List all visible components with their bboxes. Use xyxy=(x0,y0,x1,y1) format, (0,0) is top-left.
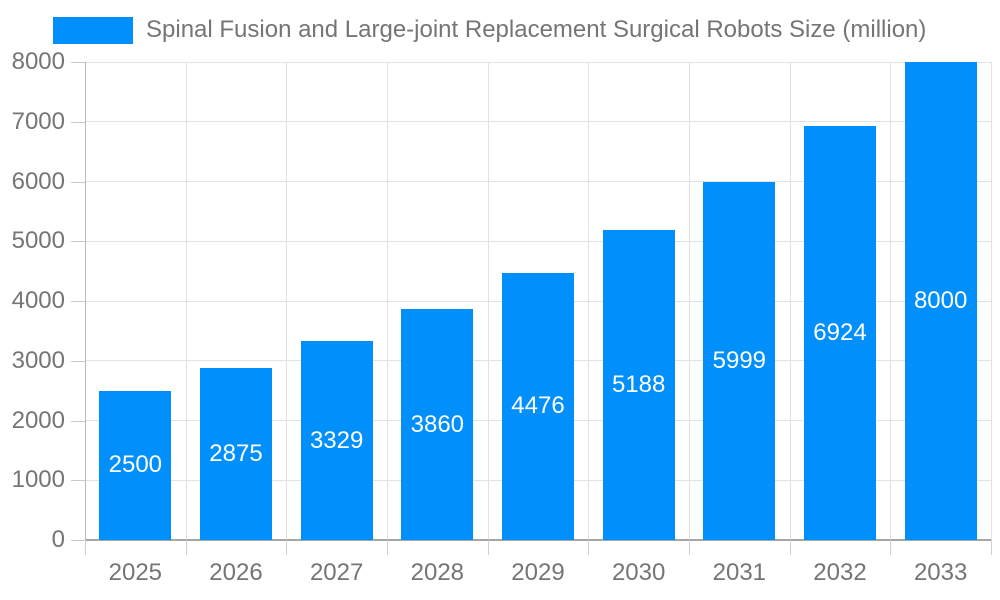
gridline-horizontal xyxy=(85,181,991,182)
gridline-horizontal xyxy=(85,121,991,123)
bar-2025[interactable] xyxy=(99,390,172,540)
x-axis-tick-label: 2025 xyxy=(108,559,163,586)
bar-2030[interactable] xyxy=(602,230,675,540)
x-axis-tick-label: 2026 xyxy=(209,559,263,586)
x-axis-tick-label: 2028 xyxy=(410,559,465,586)
gridline-vertical xyxy=(588,62,590,540)
y-axis-tick xyxy=(71,360,85,362)
y-axis-tick-label: 7000 xyxy=(11,107,65,135)
gridline-vertical xyxy=(689,62,690,540)
y-axis-tick xyxy=(71,301,85,302)
gridline-vertical xyxy=(789,62,791,540)
legend-label: Spinal Fusion and Large-joint Replacemen… xyxy=(146,16,927,43)
x-axis-tick xyxy=(890,540,892,555)
x-axis-tick-label: 2032 xyxy=(813,559,867,586)
y-axis-tick xyxy=(71,480,85,482)
bar-2026[interactable] xyxy=(200,368,272,540)
x-axis-tick-label: 2033 xyxy=(913,559,968,586)
gridline-vertical xyxy=(991,62,992,540)
legend-swatch-icon xyxy=(53,16,133,44)
y-axis-tick-label: 0 xyxy=(51,526,65,553)
bar-value-label: 8000 xyxy=(913,287,968,314)
bar-value-label: 6924 xyxy=(813,319,867,347)
bar-2028[interactable] xyxy=(401,309,474,540)
bar-value-label: 2500 xyxy=(108,451,163,479)
x-axis-tick-label: 2030 xyxy=(611,559,666,586)
bar-value-label: 3860 xyxy=(410,410,465,438)
x-axis-tick xyxy=(387,540,388,555)
x-axis-tick xyxy=(487,540,489,555)
x-axis-tick-label: 2029 xyxy=(511,559,565,586)
gridline-vertical xyxy=(487,62,489,540)
gridline-vertical xyxy=(387,62,388,540)
x-axis-tick xyxy=(185,540,187,555)
y-axis-tick xyxy=(71,420,85,422)
gridline-vertical xyxy=(185,62,187,540)
gridline-vertical xyxy=(890,62,892,540)
bar-2031[interactable] xyxy=(703,181,776,540)
bar-value-label: 5188 xyxy=(611,371,666,398)
gridline-vertical xyxy=(286,62,288,540)
y-axis-tick xyxy=(71,540,85,541)
y-axis-tick xyxy=(71,241,85,243)
y-axis-tick-label: 2000 xyxy=(11,406,65,434)
x-axis-tick xyxy=(588,540,590,555)
legend[interactable]: Spinal Fusion and Large-joint Replacemen… xyxy=(53,16,926,44)
bar-value-label: 5999 xyxy=(712,346,767,374)
y-axis-tick xyxy=(71,62,85,63)
y-axis-tick xyxy=(71,121,85,123)
bar-value-label: 2875 xyxy=(209,440,263,468)
x-axis-tick xyxy=(991,540,992,555)
x-axis-tick-label: 2027 xyxy=(309,559,364,586)
bar-2029[interactable] xyxy=(502,272,574,540)
y-axis-tick-label: 8000 xyxy=(11,48,65,75)
x-axis-tick xyxy=(286,540,288,555)
bar-2032[interactable] xyxy=(804,126,876,540)
bar-value-label: 3329 xyxy=(309,426,364,454)
bar-value-label: 4476 xyxy=(511,392,565,420)
y-axis-tick-label: 5000 xyxy=(11,227,65,255)
gridline-horizontal xyxy=(85,61,991,63)
x-axis-tick xyxy=(789,540,791,555)
x-axis-tick xyxy=(85,540,86,555)
x-axis-tick-label: 2031 xyxy=(712,559,767,586)
bar-2027[interactable] xyxy=(300,341,373,540)
x-axis-line xyxy=(85,539,991,541)
y-axis-tick-label: 4000 xyxy=(11,287,65,314)
y-axis-tick xyxy=(71,181,85,183)
bar-2033[interactable] xyxy=(904,62,977,540)
y-axis-line xyxy=(85,62,86,540)
gridline-horizontal xyxy=(85,240,991,242)
y-axis-tick-label: 3000 xyxy=(11,346,65,374)
y-axis-tick-label: 6000 xyxy=(11,167,65,195)
y-axis-tick-label: 1000 xyxy=(11,466,65,494)
x-axis-tick xyxy=(689,540,690,555)
